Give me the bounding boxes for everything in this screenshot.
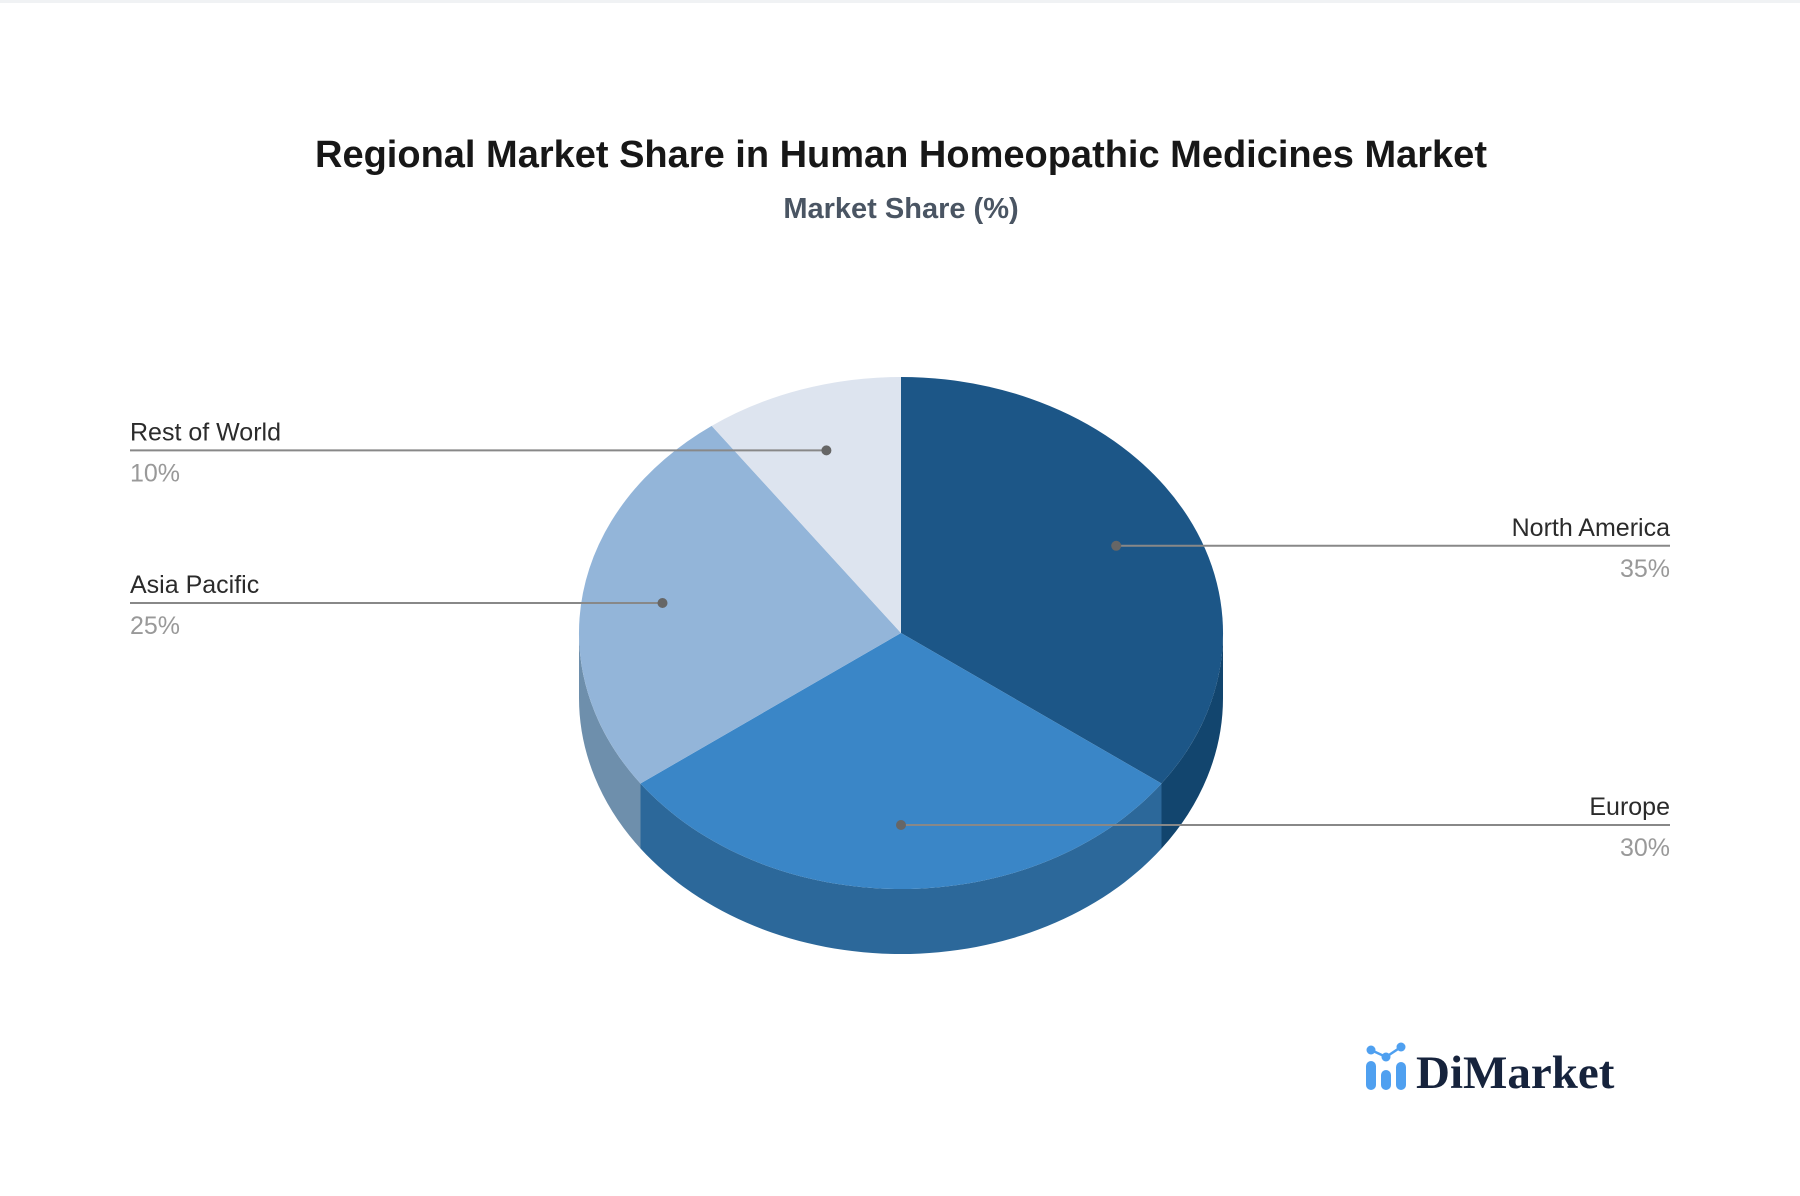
pie-slice-rest-of-world[interactable] [711, 376, 901, 633]
brand-logo: DiMarket [1366, 1042, 1615, 1099]
slice-label-asia-pacific: Asia Pacific [130, 571, 259, 599]
pie-3d-sides [579, 633, 1224, 955]
leader-dot [657, 598, 668, 608]
brand-logo-text: DiMarket [1416, 1047, 1615, 1099]
pie-slice-side-europe [640, 783, 1162, 955]
slice-label-north-america: North America [1512, 514, 1670, 542]
slice-percent-europe: 30% [1620, 834, 1670, 862]
pie-data-labels: North America 35% Europe 30% Asia Pacific 25%… [130, 418, 1670, 862]
chart-subtitle: Market Share (%) [783, 193, 1018, 225]
pie-slices [578, 376, 1224, 890]
page-title: Regional Market Share in Human Homeopath… [315, 134, 1487, 176]
leader-dot [896, 820, 906, 830]
top-edge-strip [0, 0, 1800, 3]
slice-label-rest-of-world: Rest of World [130, 418, 281, 446]
slice-label-group-north-america: North America 35% [1111, 514, 1670, 583]
pie-slice-side-asia-pacific [579, 633, 641, 849]
slice-label-group-rest-of-world: Rest of World 10% [130, 418, 832, 487]
slice-label-group-asia-pacific: Asia Pacific 25% [130, 571, 668, 640]
leader-dot [1111, 540, 1122, 551]
slice-percent-asia-pacific: 25% [130, 612, 180, 640]
slice-label-europe: Europe [1589, 793, 1670, 821]
leader-dot [821, 445, 832, 456]
pie-slice-side-north-america [1161, 633, 1224, 849]
pie-slice-north-america[interactable] [901, 377, 1224, 784]
slice-percent-rest-of-world: 10% [130, 459, 180, 487]
slice-percent-north-america: 35% [1620, 555, 1670, 583]
bar-line-chart-icon [1366, 1042, 1406, 1090]
pie-slice-asia-pacific[interactable] [578, 425, 901, 784]
slice-label-group-europe: Europe 30% [896, 793, 1670, 862]
